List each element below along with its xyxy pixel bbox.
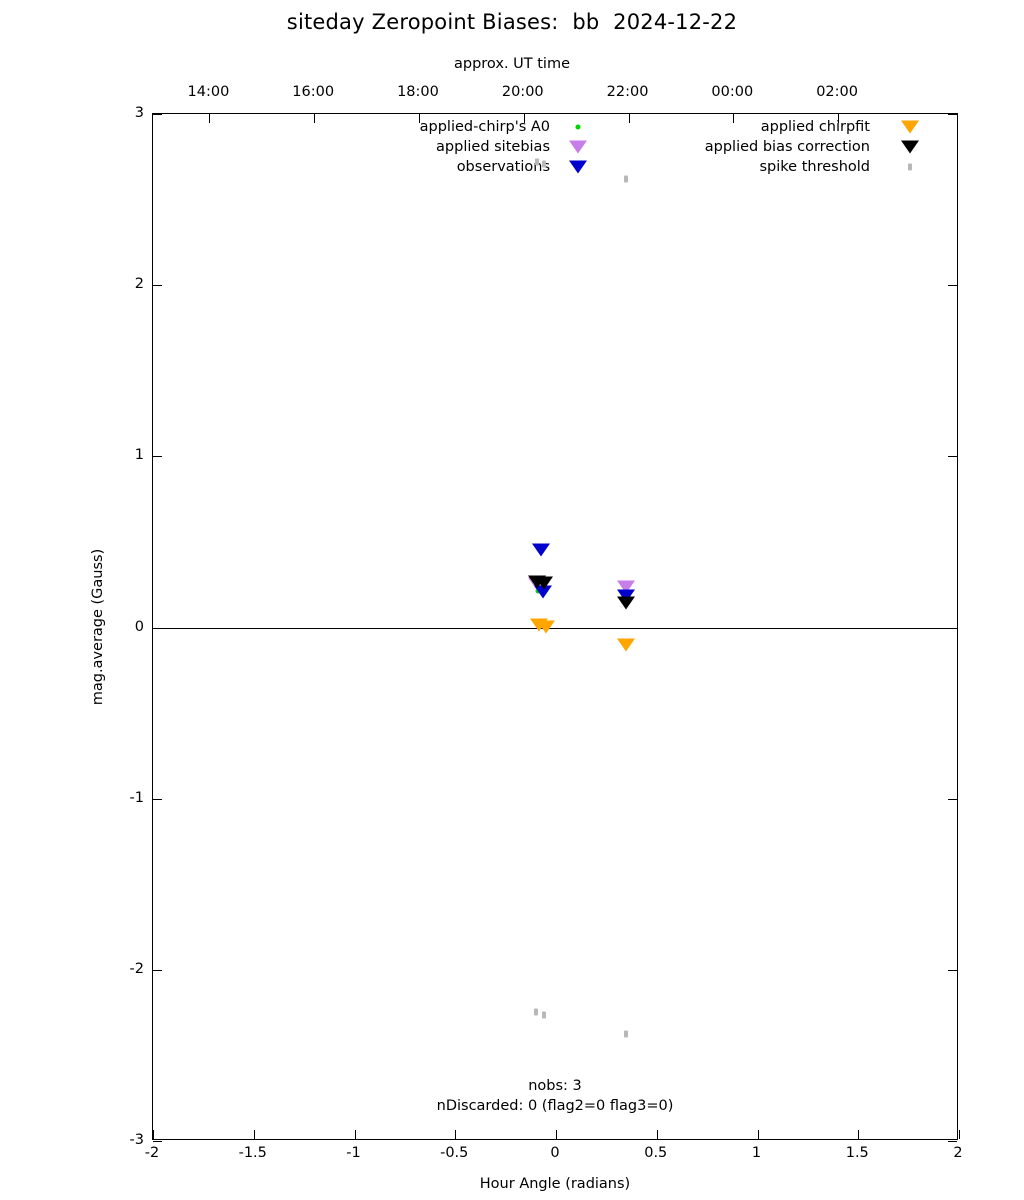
legend-label: applied-chirp's A0 xyxy=(419,119,550,135)
legend-label: applied bias correction xyxy=(704,139,870,155)
y-tick xyxy=(153,456,162,458)
y-axis-title: mag.average (Gauss) xyxy=(90,548,106,706)
top-axis-title: approx. UT time xyxy=(454,56,570,72)
legend: applied-chirp's A0 applied sitebias observ… xyxy=(152,113,958,189)
top-tick-label: 02:00 xyxy=(816,84,858,100)
data-point-applied-bias-correction xyxy=(535,576,554,590)
y-axis-title-wrap: mag.average (Gauss) xyxy=(90,549,110,706)
y-tick xyxy=(153,285,162,287)
y-tick-right xyxy=(948,1141,957,1142)
annotation-nobs: nobs: 3 xyxy=(528,1078,582,1094)
legend-label: applied sitebias xyxy=(436,139,550,155)
zero-reference-line xyxy=(153,627,957,629)
annotation-ndiscarded: nDiscarded: 0 (flag2=0 flag3=0) xyxy=(436,1098,674,1114)
y-tick-right xyxy=(948,285,957,287)
x-tick-label: -2 xyxy=(144,1145,160,1161)
y-tick-label: 2 xyxy=(134,276,144,293)
x-tick-label: 2 xyxy=(953,1145,963,1161)
legend-label: spike threshold xyxy=(759,159,871,175)
x-tick xyxy=(757,1130,759,1139)
x-tick-label: -1 xyxy=(346,1145,361,1161)
data-point-applied-bias-correction xyxy=(527,575,546,589)
data-point-applied-chirp-s-a0 xyxy=(535,588,541,594)
top-tick xyxy=(314,114,316,123)
page-title: siteday Zeropoint Biases: bb 2024-12-22 xyxy=(286,10,738,34)
y-tick-right xyxy=(948,969,957,971)
x-tick-label: 1.5 xyxy=(845,1145,869,1161)
x-tick xyxy=(656,1130,658,1139)
top-tick xyxy=(838,114,840,123)
x-tick-label: -0.5 xyxy=(440,1145,469,1161)
y-tick-label: -2 xyxy=(129,960,144,977)
data-point-applied-bias-correction xyxy=(616,596,635,610)
data-point-applied-sitebias xyxy=(616,580,635,594)
data-point-observations xyxy=(531,543,550,557)
top-tick-label: 16:00 xyxy=(292,84,335,100)
y-tick-right xyxy=(948,627,957,629)
legend-label: observations xyxy=(456,159,550,175)
top-tick-label: 14:00 xyxy=(187,84,230,100)
legend-marker-icon xyxy=(901,140,919,154)
top-tick-label: 18:00 xyxy=(397,84,439,100)
x-tick-label: -1.5 xyxy=(238,1145,267,1161)
data-point-applied-sitebias xyxy=(527,577,546,591)
x-tick-label: 0.5 xyxy=(644,1145,668,1161)
x-tick-label: 1 xyxy=(751,1145,762,1161)
legend-marker-icon xyxy=(901,120,919,134)
legend-marker-icon xyxy=(908,163,912,171)
y-tick-label: 1 xyxy=(134,447,144,464)
y-tick-right xyxy=(948,456,957,458)
data-point-spike-threshold xyxy=(533,1008,538,1016)
y-tick xyxy=(153,969,162,971)
y-tick-label: -3 xyxy=(129,1132,144,1148)
top-tick-label: 22:00 xyxy=(606,84,649,100)
y-tick xyxy=(153,1141,162,1142)
y-tick-right xyxy=(948,798,957,800)
x-tick-label: 0 xyxy=(550,1145,560,1161)
data-point-spike-threshold xyxy=(541,1011,546,1019)
y-tick xyxy=(153,798,162,800)
y-tick-label: -1 xyxy=(129,789,144,806)
data-point-spike-threshold xyxy=(623,1030,628,1037)
x-tick xyxy=(253,1130,255,1139)
top-tick xyxy=(523,114,525,123)
data-point-observations xyxy=(616,589,635,603)
x-tick xyxy=(153,1130,154,1139)
y-tick-label: 0 xyxy=(134,618,144,635)
data-point-observations xyxy=(533,585,552,599)
legend-label: applied chirpfit xyxy=(760,119,870,135)
top-tick xyxy=(733,114,735,123)
top-tick xyxy=(209,114,211,123)
data-point-applied-chirp-s-a0 xyxy=(623,589,629,595)
data-point-applied-chirpfit xyxy=(616,638,635,652)
x-tick xyxy=(556,1130,557,1139)
top-tick xyxy=(418,114,420,123)
x-tick xyxy=(858,1130,860,1139)
y-tick xyxy=(153,114,162,115)
x-tick xyxy=(959,1130,960,1139)
data-point-applied-chirpfit xyxy=(529,618,548,632)
top-tick-label: 00:00 xyxy=(711,84,754,100)
y-tick-right xyxy=(948,114,957,115)
top-tick xyxy=(628,114,630,123)
plot-area xyxy=(152,113,960,1142)
x-tick xyxy=(455,1130,457,1139)
y-tick xyxy=(153,627,162,629)
x-tick xyxy=(354,1130,356,1139)
top-tick-label: 20:00 xyxy=(501,84,544,100)
x-axis-title: Hour Angle (radians) xyxy=(479,1176,631,1192)
y-tick-label: 3 xyxy=(134,105,144,121)
